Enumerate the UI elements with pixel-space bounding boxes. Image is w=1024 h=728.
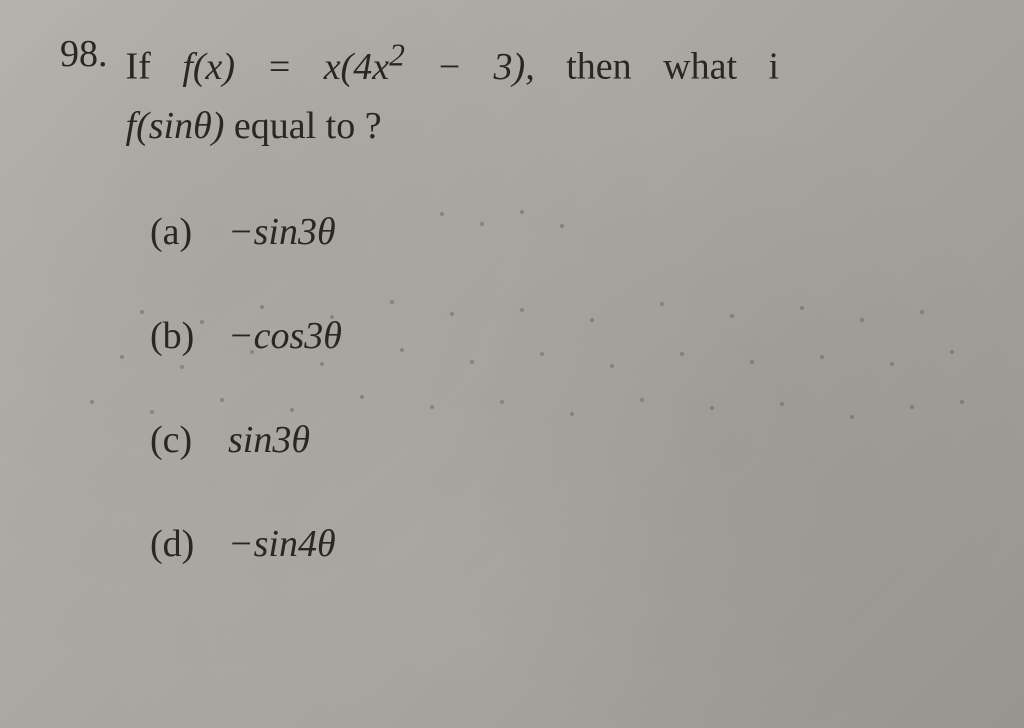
word-then: then — [566, 46, 631, 88]
question-line-2: f(sinθ) equal to ? — [126, 97, 780, 156]
option-value: sin3θ — [228, 418, 310, 462]
option-b: (b) −cos3θ — [150, 314, 994, 358]
option-label: (b) — [150, 314, 206, 358]
option-value: −sin3θ — [228, 210, 336, 254]
question-text: If f(x) = x(4x2 − 3), then what i f(sinθ… — [126, 30, 780, 155]
option-value: −cos3θ — [228, 314, 342, 358]
option-value: −sin4θ — [228, 522, 336, 566]
question-line-1: If f(x) = x(4x2 − 3), then what i — [126, 30, 780, 97]
word-if: If — [126, 46, 151, 88]
question-number: 98. — [60, 30, 108, 79]
word-what: what — [663, 46, 737, 88]
option-label: (c) — [150, 418, 206, 462]
options-list: (a) −sin3θ (b) −cos3θ (c) sin3θ (d) −sin… — [60, 210, 994, 566]
option-d: (d) −sin4θ — [150, 522, 994, 566]
option-a: (a) −sin3θ — [150, 210, 994, 254]
option-label: (d) — [150, 522, 206, 566]
option-label: (a) — [150, 210, 206, 254]
option-c: (c) sin3θ — [150, 418, 994, 462]
trailing-char: i — [769, 46, 780, 88]
question-block: 98. If f(x) = x(4x2 − 3), then what i f(… — [60, 30, 994, 566]
math-fx: f(x) = x(4x2 − 3), — [182, 46, 566, 88]
math-fsin: f(sinθ) — [126, 105, 234, 147]
question-stem: 98. If f(x) = x(4x2 − 3), then what i f(… — [60, 30, 994, 155]
